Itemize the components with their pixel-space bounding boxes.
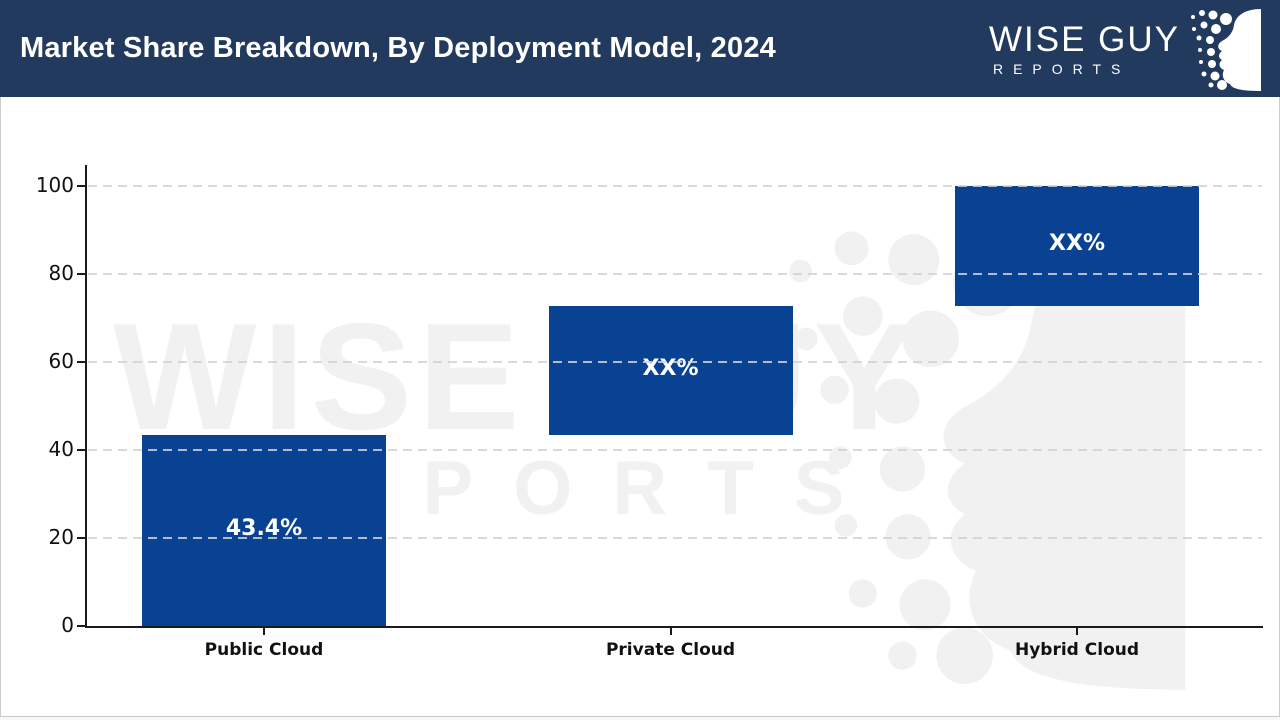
y-tick-label: 60: [48, 349, 74, 373]
y-gridline: [88, 361, 1262, 363]
x-tick-mark: [669, 628, 672, 635]
y-tick-mark: [77, 185, 85, 187]
brand-wordmark: WISE GUY REPORTS: [989, 22, 1180, 76]
brand-name: WISE GUY: [988, 19, 1180, 59]
y-gridline: [88, 185, 1262, 187]
bar: XX%: [955, 186, 1199, 307]
header: Market Share Breakdown, By Deployment Mo…: [0, 0, 1280, 97]
y-axis-line: [85, 165, 87, 628]
x-tick-label: Public Cloud: [204, 640, 324, 660]
page-title: Market Share Breakdown, By Deployment Mo…: [20, 32, 776, 64]
x-tick-label: Hybrid Cloud: [1014, 640, 1140, 660]
y-tick-mark: [77, 537, 85, 539]
y-gridline: [88, 273, 1262, 275]
x-tick-label: Private Cloud: [605, 640, 736, 660]
bar-value-label: XX%: [1049, 231, 1105, 257]
y-tick-label: 0: [61, 613, 74, 637]
bar: 43.4%: [142, 435, 386, 626]
y-gridline: [88, 449, 1262, 451]
y-tick-label: 80: [48, 261, 74, 285]
card-bottom-border: [0, 716, 1280, 720]
x-tick-mark: [263, 628, 265, 635]
brand-logo: WISE GUY REPORTS: [989, 7, 1262, 91]
y-tick-label: 100: [35, 173, 74, 197]
x-axis-line: [85, 626, 1263, 628]
bar-value-label: XX%: [642, 355, 699, 381]
brand-subtitle: REPORTS: [992, 60, 1131, 77]
bar-value-label: 43.4%: [225, 515, 303, 541]
y-tick-label: 20: [48, 525, 74, 549]
x-tick-mark: [1076, 628, 1078, 635]
y-tick-label: 40: [48, 437, 74, 461]
y-gridline: [88, 537, 1262, 539]
bar: XX%: [548, 306, 793, 436]
y-tick-mark: [77, 273, 85, 275]
brand-face-icon: [1191, 8, 1261, 91]
y-tick-mark: [77, 625, 85, 627]
y-tick-mark: [77, 361, 85, 363]
y-tick-mark: [77, 449, 85, 451]
